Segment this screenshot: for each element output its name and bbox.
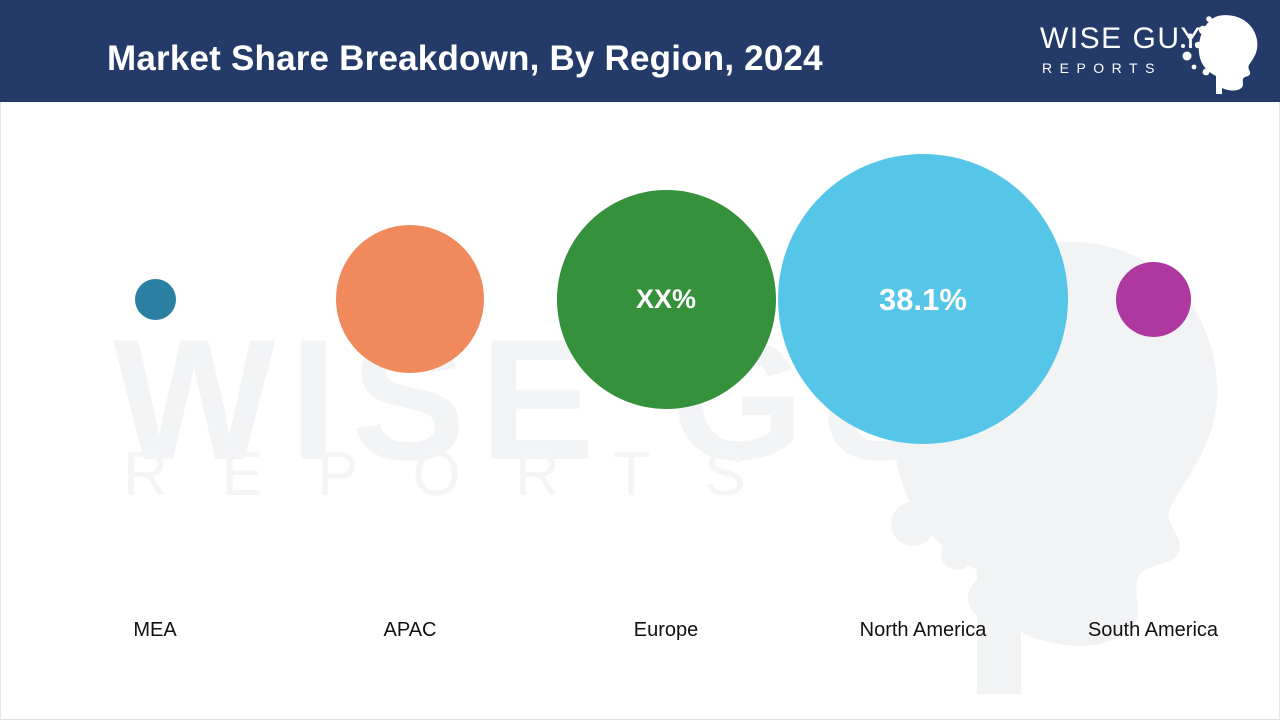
brand-wordmark: WISE GUY	[1040, 22, 1203, 55]
bubble-mea[interactable]	[134, 278, 176, 320]
bubble-europe[interactable]: XX%	[556, 189, 776, 409]
category-label-apac: APAC	[383, 619, 437, 641]
category-labels: MEA APAC Europe North America South Amer…	[1, 102, 1279, 719]
chart-canvas: WISE GUY REPORTS XX%	[0, 102, 1280, 720]
bubble-value-europe: XX%	[635, 283, 697, 314]
page-title: Market Share Breakdown, By Region, 2024	[107, 39, 823, 78]
brand-subword: REPORTS	[1042, 60, 1162, 76]
head-profile-dots-icon	[1181, 15, 1258, 94]
bubble-apac[interactable]	[336, 225, 484, 373]
brand-logo: WISE GUY REPORTS	[1034, 6, 1266, 96]
category-label-south-america: South America	[1087, 619, 1219, 641]
category-label-europe: Europe	[633, 619, 699, 641]
category-label-north-america: North America	[859, 619, 987, 641]
header-band: Market Share Breakdown, By Region, 2024 …	[0, 0, 1280, 102]
category-label-mea: MEA	[133, 619, 177, 641]
